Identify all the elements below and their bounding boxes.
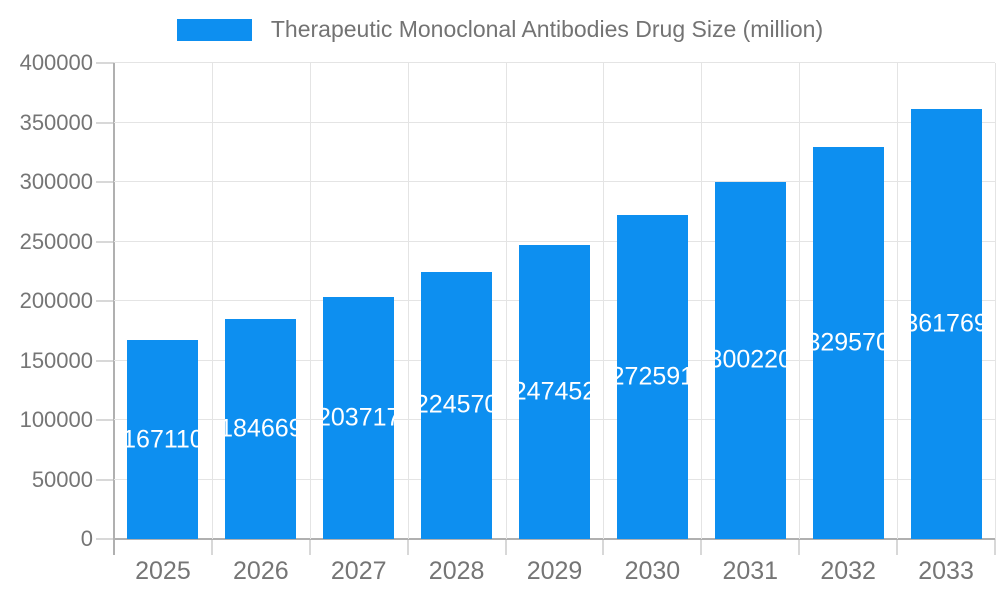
- bar-2028: 224570: [421, 271, 493, 539]
- bar-2031: 300220: [714, 181, 786, 539]
- h-gridline: [114, 121, 995, 123]
- v-gridline: [407, 63, 409, 539]
- bar-value-label: 167110: [127, 425, 199, 454]
- y-axis-line: [113, 63, 115, 555]
- plot-area: 167110 184669 203717 224570 247452 272591 3002…: [113, 62, 996, 555]
- x-axis-ticks: [113, 539, 996, 555]
- y-tick-label: 300000: [19, 169, 93, 194]
- bar-2030: 272591: [616, 214, 688, 539]
- x-tick: [602, 539, 604, 555]
- legend-label: Therapeutic Monoclonal Antibodies Drug S…: [270, 16, 824, 42]
- y-tick: [96, 538, 114, 540]
- x-tick: [896, 539, 898, 555]
- y-tick-label: 100000: [19, 407, 93, 432]
- v-gridline: [701, 63, 703, 539]
- x-axis-line: [114, 538, 995, 540]
- x-tick: [211, 539, 213, 555]
- y-tick-label: 0: [80, 526, 93, 551]
- bar-2025: 167110: [127, 340, 199, 539]
- legend: Therapeutic Monoclonal Antibodies Drug S…: [0, 16, 1000, 43]
- x-tick-label: 2026: [233, 557, 289, 585]
- x-tick: [798, 539, 800, 555]
- bar-value-label: 184669: [225, 414, 297, 443]
- x-tick: [407, 539, 409, 555]
- bar-2026: 184669: [225, 319, 297, 539]
- bar-value-label: 224570: [421, 390, 493, 419]
- y-tick: [96, 300, 114, 302]
- x-tick-label: 2031: [722, 557, 779, 585]
- bar-value-label: 361769: [910, 309, 982, 338]
- bar-value-label: 329570: [812, 328, 884, 357]
- v-gridline: [211, 63, 213, 539]
- v-gridline: [995, 63, 996, 539]
- bar-value-label: 203717: [323, 403, 395, 432]
- bar-2033: 361769: [910, 108, 982, 539]
- y-tick-label: 250000: [19, 228, 93, 254]
- x-tick-label: 2027: [330, 557, 387, 585]
- y-tick-label: 50000: [31, 466, 93, 492]
- v-gridline: [897, 63, 899, 539]
- x-tick: [505, 539, 507, 555]
- x-tick-label: 2030: [624, 557, 681, 585]
- y-tick-label: 400000: [19, 50, 93, 75]
- y-tick: [96, 122, 114, 123]
- y-tick: [96, 479, 114, 480]
- x-tick-label: 2029: [526, 557, 583, 585]
- y-tick-label: 200000: [19, 288, 93, 313]
- y-axis-ticks: [96, 62, 114, 540]
- y-axis-labels: 0 50000 100000 150000 200000 250000 300000 3500…: [0, 50, 93, 551]
- legend-swatch: [176, 18, 252, 41]
- bar-value-label: 247452: [519, 377, 590, 406]
- y-tick: [96, 62, 114, 64]
- x-tick: [113, 539, 115, 555]
- bar-2029: 247452: [519, 244, 590, 539]
- v-gridline: [505, 63, 507, 539]
- bar-value-label: 300220: [714, 345, 786, 374]
- h-gridline: [114, 181, 995, 182]
- y-tick: [96, 419, 114, 421]
- x-tick: [994, 539, 996, 555]
- x-tick-label: 2033: [918, 557, 974, 585]
- h-gridline: [114, 62, 995, 63]
- y-tick: [96, 181, 114, 183]
- h-gridline: [114, 240, 995, 242]
- x-tick: [309, 539, 311, 555]
- v-gridline: [603, 63, 605, 539]
- y-tick: [96, 241, 114, 242]
- bar-value-label: 272591: [616, 362, 688, 391]
- x-tick-label: 2032: [820, 557, 876, 585]
- bar-2032: 329570: [812, 146, 884, 539]
- x-tick-label: 2028: [428, 557, 485, 585]
- v-gridline: [309, 63, 311, 539]
- x-tick: [700, 539, 702, 555]
- x-tick-label: 2025: [135, 557, 191, 585]
- y-tick-label: 350000: [19, 109, 93, 135]
- y-tick: [96, 360, 114, 361]
- v-gridline: [799, 63, 801, 539]
- bar-2027: 203717: [323, 296, 395, 539]
- y-tick-label: 150000: [19, 347, 93, 373]
- x-axis-labels: 2025 2026 2027 2028 2029 2030 2031 2032 2033: [114, 554, 995, 588]
